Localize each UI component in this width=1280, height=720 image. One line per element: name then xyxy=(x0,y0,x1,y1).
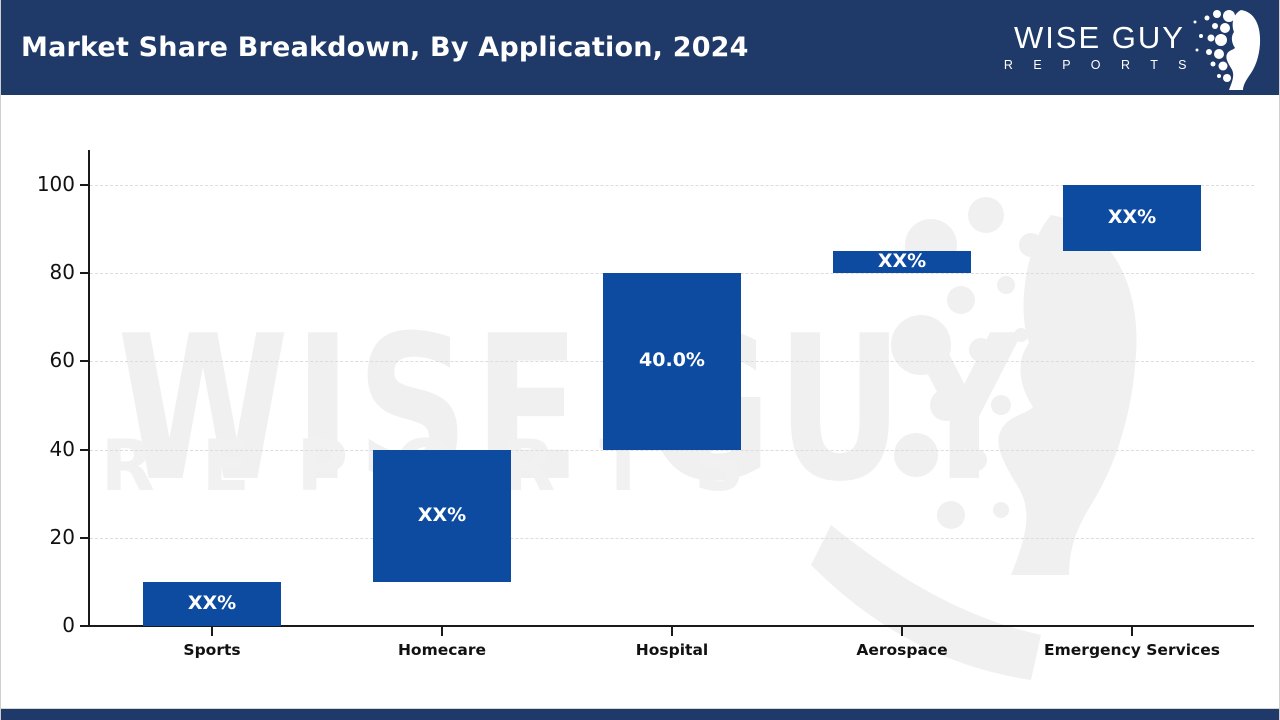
y-tick-label: 80 xyxy=(49,260,75,285)
bar-segment-sports: XX% xyxy=(143,581,281,626)
bar-segment-hospital: 40.0% xyxy=(603,273,741,450)
wise-guy-reports-logo: WISE GUY R E P O R T S xyxy=(1003,6,1263,90)
logo-text: WISE GUY R E P O R T S xyxy=(1004,20,1195,72)
watermark-dotted-head-icon xyxy=(811,197,1137,680)
x-axis-line xyxy=(88,625,1254,627)
logo-wordmark: WISE GUY xyxy=(1013,20,1185,55)
x-tick-mark xyxy=(671,627,673,636)
footer-band xyxy=(1,709,1279,720)
y-tick-mark xyxy=(80,448,88,451)
bar-value-label: XX% xyxy=(877,250,927,273)
x-tick-label: Hospital xyxy=(635,641,709,659)
bar-value-label: XX% xyxy=(1107,206,1157,229)
y-tick-label: 0 xyxy=(62,613,75,637)
bar-value-label: XX% xyxy=(417,503,467,526)
y-tick-mark xyxy=(80,360,88,363)
y-tick-mark xyxy=(80,536,88,539)
gridline xyxy=(90,449,1254,451)
x-tick-mark xyxy=(441,627,443,636)
y-tick-mark xyxy=(80,272,88,275)
x-tick-mark xyxy=(1131,627,1133,636)
bar-segment-homecare: XX% xyxy=(373,449,511,582)
y-tick-label: 60 xyxy=(49,348,75,373)
x-tick-mark xyxy=(211,627,213,636)
x-tick-label: Homecare xyxy=(397,641,487,659)
logo-subtitle: R E P O R T S xyxy=(1003,58,1195,72)
bar-segment-emergency-services: XX% xyxy=(1063,185,1201,252)
y-tick-label: 20 xyxy=(49,524,75,549)
dotted-head-icon xyxy=(1193,10,1261,90)
y-axis-line xyxy=(88,150,90,627)
y-tick-mark xyxy=(80,625,88,627)
y-tick-mark xyxy=(80,184,88,186)
header-band: Market Share Breakdown, By Application, … xyxy=(1,0,1279,95)
bottom-hairline xyxy=(1,708,1279,709)
gridline xyxy=(90,537,1254,539)
y-tick-label: 100 xyxy=(36,172,75,196)
bar-value-label: 40.0% xyxy=(639,349,705,372)
x-tick-label: Emergency Services xyxy=(1044,641,1220,659)
x-tick-label: Sports xyxy=(183,641,241,659)
x-tick-label: Aerospace xyxy=(856,641,948,659)
bar-segment-aerospace: XX% xyxy=(833,250,971,274)
watermark-wordmark: WISE GUY xyxy=(117,293,1026,526)
gridline xyxy=(90,185,1254,186)
y-tick-label: 40 xyxy=(49,436,75,461)
bar-value-label: XX% xyxy=(187,592,237,615)
x-tick-mark xyxy=(901,627,903,636)
chart-title: Market Share Breakdown, By Application, … xyxy=(21,32,749,63)
